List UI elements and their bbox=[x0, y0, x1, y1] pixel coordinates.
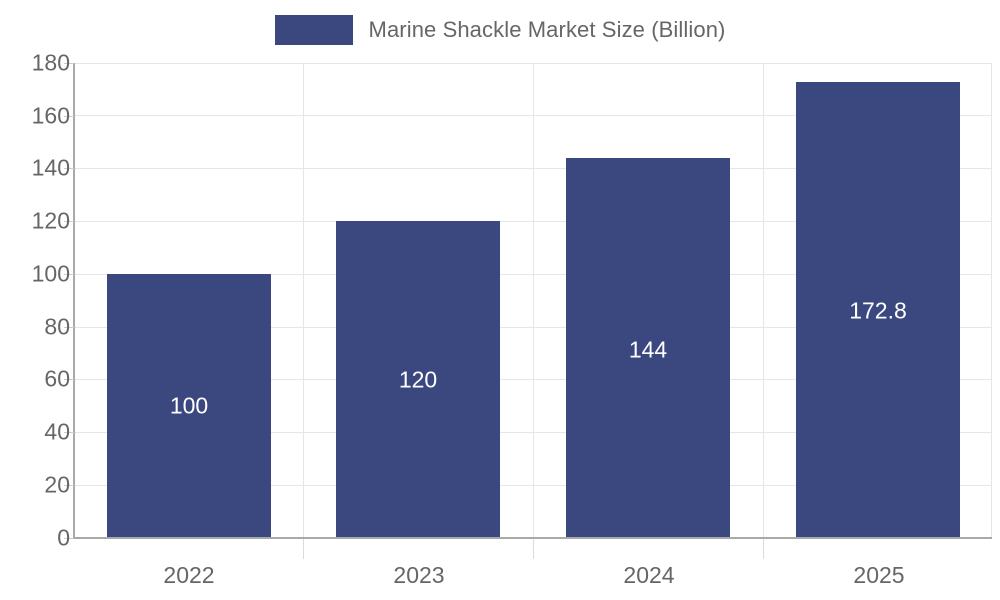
x-tick-mark-2 bbox=[533, 539, 534, 559]
y-tick-mark-100 bbox=[64, 274, 74, 275]
y-tick-mark-0 bbox=[64, 538, 74, 539]
y-tick-mark-40 bbox=[64, 432, 74, 433]
y-tick-label-100: 100 bbox=[31, 260, 70, 287]
bar-2022[interactable] bbox=[107, 274, 271, 538]
gridline-x-3 bbox=[763, 63, 764, 538]
bar-2025[interactable] bbox=[796, 82, 960, 538]
x-tick-mark-1 bbox=[303, 539, 304, 559]
y-tick-label-120: 120 bbox=[31, 207, 70, 234]
y-tick-mark-180 bbox=[64, 63, 74, 64]
y-tick-mark-60 bbox=[64, 379, 74, 380]
legend-swatch-icon bbox=[274, 15, 353, 45]
y-tick-label-60: 60 bbox=[44, 365, 70, 392]
x-axis-line bbox=[73, 537, 992, 539]
y-tick-label-160: 160 bbox=[31, 102, 70, 129]
y-tick-label-40: 40 bbox=[44, 418, 70, 445]
x-tick-label-2024: 2024 bbox=[623, 562, 675, 588]
y-tick-label-140: 140 bbox=[31, 154, 70, 181]
x-tick-label-2022: 2022 bbox=[163, 562, 215, 588]
y-tick-mark-160 bbox=[64, 116, 74, 117]
y-tick-mark-140 bbox=[64, 168, 74, 169]
y-axis-line bbox=[73, 63, 75, 539]
gridline-x-right bbox=[991, 63, 992, 538]
x-tick-mark-3 bbox=[763, 539, 764, 559]
chart-legend: Marine Shackle Market Size (Billion) bbox=[0, 0, 1000, 60]
y-tick-label-0: 0 bbox=[57, 524, 70, 551]
plot-area: 100 120 144 172.8 bbox=[74, 63, 992, 538]
y-tick-label-180: 180 bbox=[31, 49, 70, 76]
bar-2023[interactable] bbox=[336, 221, 500, 538]
legend-label: Marine Shackle Market Size (Billion) bbox=[368, 17, 726, 42]
y-tick-mark-20 bbox=[64, 485, 74, 486]
y-tick-label-20: 20 bbox=[44, 471, 70, 498]
gridline-x-1 bbox=[303, 63, 304, 538]
gridline-x-2 bbox=[533, 63, 534, 538]
y-tick-mark-80 bbox=[64, 327, 74, 328]
y-tick-mark-120 bbox=[64, 221, 74, 222]
legend-item-marine-shackle-market-size[interactable]: Marine Shackle Market Size (Billion) bbox=[274, 15, 726, 45]
x-tick-label-2023: 2023 bbox=[393, 562, 445, 588]
x-tick-label-2025: 2025 bbox=[853, 562, 905, 588]
y-tick-label-80: 80 bbox=[44, 313, 70, 340]
bar-2024[interactable] bbox=[566, 158, 730, 538]
